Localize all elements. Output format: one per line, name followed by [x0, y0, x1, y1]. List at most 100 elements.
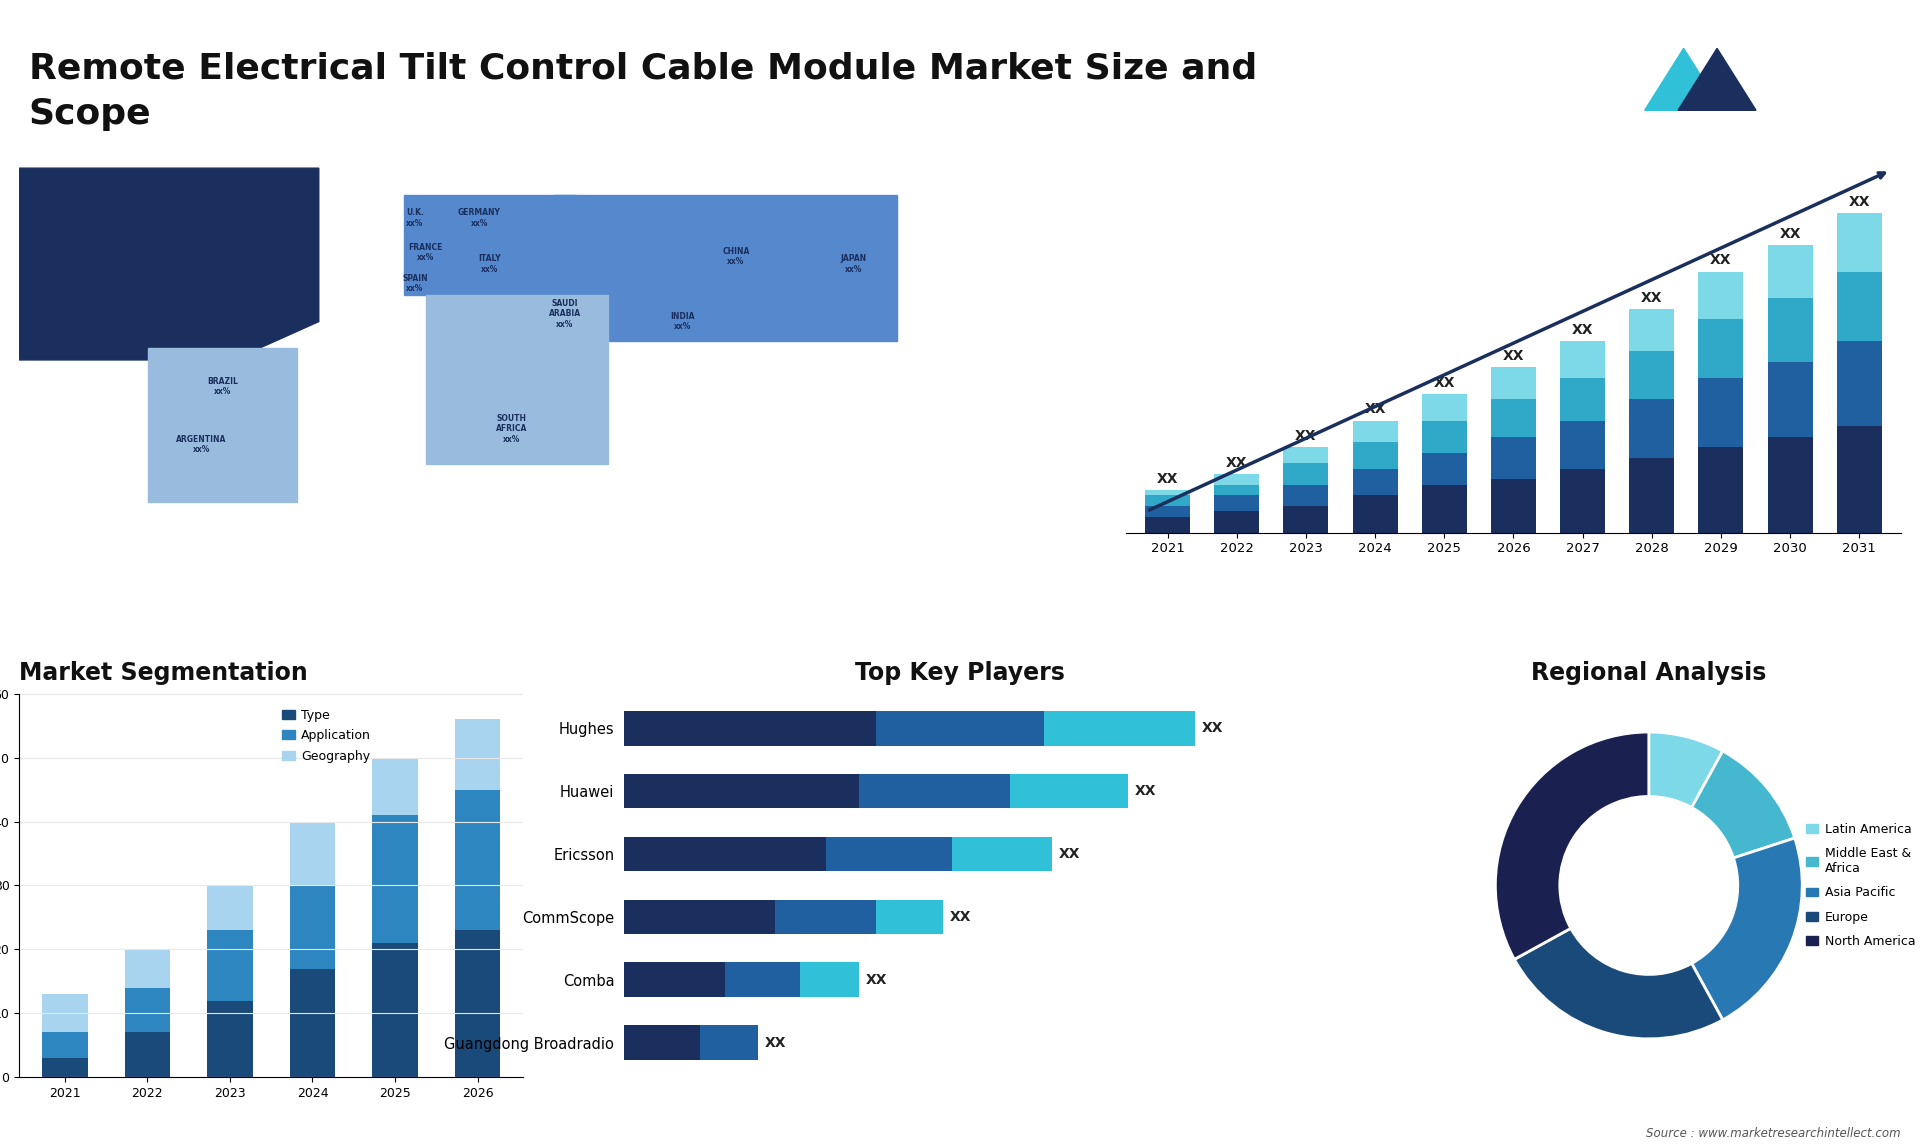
Bar: [1213, 495, 1260, 511]
Bar: [1352, 495, 1398, 533]
Text: XX: XX: [1780, 227, 1801, 241]
Polygon shape: [0, 168, 319, 360]
Bar: [1837, 213, 1882, 272]
Polygon shape: [555, 195, 897, 340]
Bar: [1699, 378, 1743, 447]
Text: RESEARCH: RESEARCH: [1795, 73, 1849, 81]
Polygon shape: [148, 348, 298, 502]
Bar: [207, 886, 253, 931]
Bar: [1492, 479, 1536, 533]
Bar: [1768, 298, 1812, 362]
Text: SAUDI
ARABIA
xx%: SAUDI ARABIA xx%: [549, 299, 582, 329]
Bar: [1213, 511, 1260, 533]
Bar: [1492, 368, 1536, 399]
Bar: [1561, 340, 1605, 378]
Text: MARKET: MARKET: [1795, 49, 1837, 58]
Title: Top Key Players: Top Key Players: [854, 661, 1066, 685]
Bar: [1630, 308, 1674, 352]
Text: U.S.
xx%: U.S. xx%: [117, 266, 134, 285]
Bar: [207, 1000, 253, 1077]
Text: XX: XX: [866, 973, 887, 987]
Text: SPAIN
xx%: SPAIN xx%: [403, 274, 428, 293]
Bar: [1561, 469, 1605, 533]
Bar: [624, 1026, 699, 1060]
Text: MEXICO
xx%: MEXICO xx%: [131, 312, 165, 331]
Bar: [1768, 437, 1812, 533]
Text: XX: XX: [1156, 472, 1179, 486]
Legend: Latin America, Middle East &
Africa, Asia Pacific, Europe, North America: Latin America, Middle East & Africa, Asi…: [1801, 818, 1920, 953]
Bar: [207, 931, 253, 1000]
Text: XX: XX: [764, 1036, 787, 1050]
Bar: [455, 931, 501, 1077]
Bar: [1213, 485, 1260, 495]
Text: INDIA
xx%: INDIA xx%: [670, 312, 695, 331]
Bar: [1213, 474, 1260, 485]
Wedge shape: [1496, 732, 1649, 959]
Bar: [624, 900, 776, 934]
Bar: [1768, 245, 1812, 298]
Text: JAPAN
xx%: JAPAN xx%: [841, 254, 866, 274]
Text: Remote Electrical Tilt Control Cable Module Market Size and: Remote Electrical Tilt Control Cable Mod…: [29, 52, 1258, 86]
Text: Market Segmentation: Market Segmentation: [19, 661, 307, 685]
Bar: [372, 815, 419, 943]
Polygon shape: [405, 195, 576, 295]
Bar: [290, 968, 336, 1077]
Text: BRAZIL
xx%: BRAZIL xx%: [207, 377, 238, 397]
Bar: [372, 758, 419, 815]
Legend: Type, Application, Geography: Type, Application, Geography: [278, 704, 376, 768]
Bar: [1352, 442, 1398, 469]
Bar: [372, 943, 419, 1077]
Bar: [1768, 362, 1812, 437]
Bar: [42, 1058, 88, 1077]
Text: ITALY
xx%: ITALY xx%: [478, 254, 501, 274]
Text: XX: XX: [1135, 784, 1156, 799]
Text: FRANCE
xx%: FRANCE xx%: [409, 243, 444, 262]
Bar: [1352, 421, 1398, 442]
Bar: [876, 900, 943, 934]
Bar: [1144, 517, 1190, 533]
Bar: [42, 1033, 88, 1058]
Bar: [290, 822, 336, 886]
Bar: [1630, 458, 1674, 533]
Bar: [125, 949, 171, 988]
Bar: [1837, 340, 1882, 426]
Text: XX: XX: [1365, 402, 1386, 416]
Text: U.K.
xx%: U.K. xx%: [407, 209, 424, 228]
Bar: [1699, 272, 1743, 320]
Bar: [1699, 320, 1743, 378]
Bar: [1561, 421, 1605, 469]
Bar: [1283, 463, 1329, 485]
Bar: [699, 1026, 758, 1060]
Text: INTELLECT: INTELLECT: [1795, 96, 1849, 105]
Polygon shape: [426, 295, 607, 463]
Wedge shape: [1515, 928, 1722, 1039]
Bar: [1283, 485, 1329, 505]
Text: XX: XX: [1711, 253, 1732, 267]
Bar: [1044, 712, 1194, 746]
Text: XX: XX: [1642, 291, 1663, 305]
Text: CHINA
xx%: CHINA xx%: [722, 246, 749, 266]
Bar: [1283, 505, 1329, 533]
Text: XX: XX: [1434, 376, 1455, 390]
Bar: [624, 963, 724, 997]
Bar: [1421, 421, 1467, 453]
Bar: [776, 900, 876, 934]
Bar: [860, 774, 1010, 808]
Text: GERMANY
xx%: GERMANY xx%: [457, 209, 501, 228]
Bar: [42, 994, 88, 1033]
Text: ARGENTINA
xx%: ARGENTINA xx%: [177, 434, 227, 454]
Wedge shape: [1649, 732, 1722, 808]
Wedge shape: [1692, 838, 1803, 1020]
Bar: [125, 988, 171, 1033]
Bar: [1144, 495, 1190, 505]
Bar: [624, 774, 860, 808]
Bar: [952, 837, 1052, 871]
Wedge shape: [1692, 751, 1795, 858]
Text: XX: XX: [1849, 195, 1870, 209]
Text: XX: XX: [1060, 847, 1081, 861]
Bar: [1421, 394, 1467, 421]
Text: XX: XX: [1572, 322, 1594, 337]
Bar: [1630, 352, 1674, 399]
Bar: [1010, 774, 1129, 808]
Bar: [826, 837, 952, 871]
